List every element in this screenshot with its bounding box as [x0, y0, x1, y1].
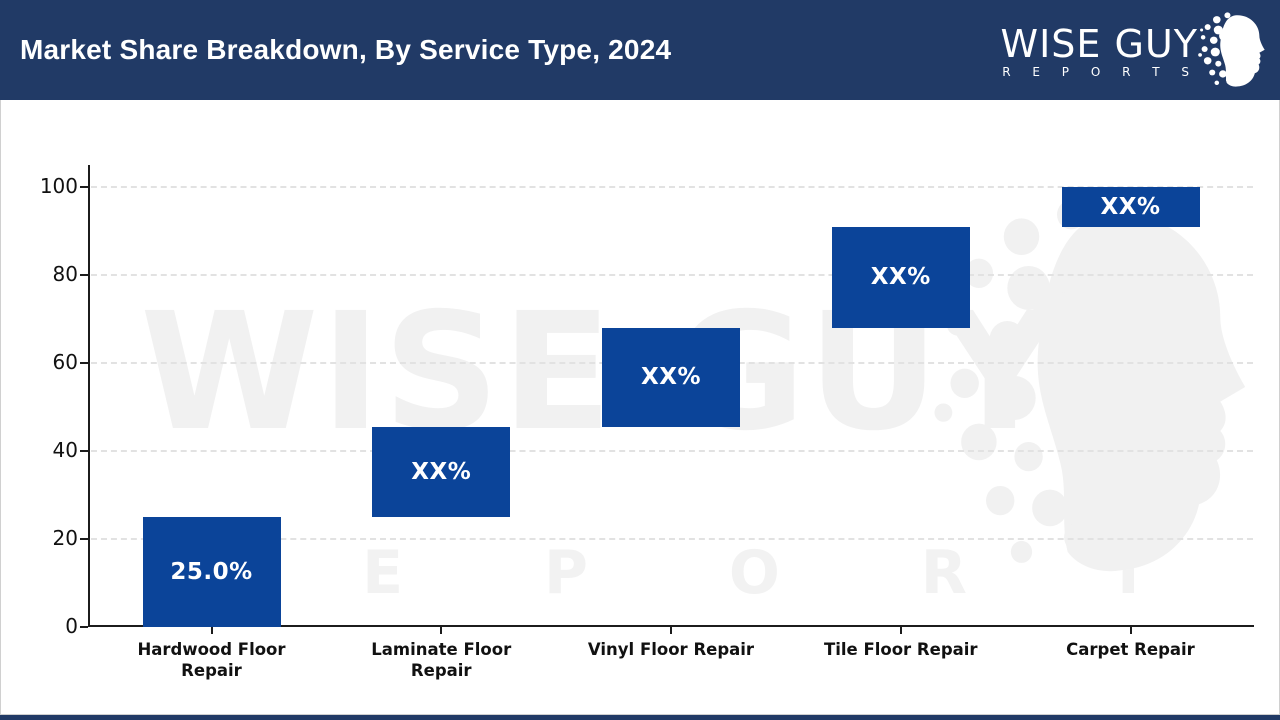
- bar-vinyl-floor-repair: XX%: [602, 327, 740, 427]
- gridline-80: [91, 274, 1253, 276]
- y-axis-line: [88, 165, 90, 627]
- y-tick-mark-20: [80, 538, 88, 540]
- page-title: Market Share Breakdown, By Service Type,…: [20, 34, 672, 65]
- x-tick-mark-carpet-repair: [1129, 627, 1132, 634]
- x-axis-line: [88, 625, 1254, 627]
- gridline-100: [91, 186, 1253, 188]
- x-tick-mark-hardwood-floor-repair: [210, 627, 213, 634]
- logo-subtitle: R E P O R T S: [1002, 65, 1198, 80]
- x-category-label-line: Repair: [410, 660, 472, 680]
- x-category-label-line: Repair: [181, 660, 242, 680]
- bar-value-label-tile-floor-repair: XX%: [870, 264, 931, 291]
- y-tick-mark-60: [80, 362, 88, 364]
- x-category-label-line: Hardwood Floor: [137, 640, 286, 659]
- y-tick-label-100: 100: [39, 174, 78, 198]
- logo-text: WISE GUY R E P O R T S: [1000, 21, 1198, 80]
- x-tick-mark-tile-floor-repair: [899, 627, 902, 634]
- footer-accent-bar: [0, 715, 1280, 720]
- bar-hardwood-floor-repair: 25.0%: [142, 517, 281, 627]
- y-tick-mark-80: [80, 274, 88, 276]
- bar-carpet-repair: XX%: [1061, 187, 1200, 227]
- bar-tile-floor-repair: XX%: [831, 226, 970, 328]
- bar-value-label-laminate-floor-repair: XX%: [411, 458, 472, 485]
- x-category-label-tile-floor-repair: Tile Floor Repair: [786, 640, 1016, 661]
- y-tick-label-0: 0: [65, 614, 78, 638]
- wise-guy-reports-logo: WISE GUY R E P O R T S: [1001, 8, 1270, 96]
- y-tick-label-60: 60: [52, 350, 78, 374]
- x-category-label-hardwood-floor-repair: Hardwood Floor Repair: [97, 640, 327, 682]
- bar-value-label-carpet-repair: XX%: [1100, 193, 1161, 220]
- y-tick-label-20: 20: [52, 526, 78, 550]
- y-tick-mark-40: [80, 450, 88, 452]
- x-category-label-line: Carpet Repair: [1066, 640, 1195, 659]
- x-tick-mark-vinyl-floor-repair: [670, 627, 672, 634]
- gridline-40: [91, 450, 1253, 452]
- logo-name: WISE GUY: [1000, 21, 1198, 66]
- x-category-label-line: Laminate Floor: [371, 640, 512, 659]
- bar-laminate-floor-repair: XX%: [372, 426, 511, 517]
- y-tick-label-40: 40: [52, 438, 78, 462]
- x-category-label-line: Vinyl Floor Repair: [587, 640, 755, 659]
- y-tick-mark-0: [80, 626, 88, 628]
- gridline-20: [91, 538, 1253, 540]
- bar-value-label-vinyl-floor-repair: XX%: [640, 364, 701, 391]
- header-bar: Market Share Breakdown, By Service Type,…: [0, 0, 1280, 100]
- x-category-label-line: Tile Floor Repair: [823, 640, 978, 659]
- dotted-head-icon: [1198, 12, 1265, 87]
- x-category-label-laminate-floor-repair: Laminate Floor Repair: [326, 640, 556, 682]
- x-category-label-carpet-repair: Carpet Repair: [1016, 640, 1246, 661]
- bar-value-label-hardwood-floor-repair: 25.0%: [170, 559, 253, 585]
- x-category-label-vinyl-floor-repair: Vinyl Floor Repair: [556, 640, 786, 661]
- y-tick-label-80: 80: [52, 262, 78, 286]
- y-tick-mark-100: [80, 186, 88, 188]
- x-tick-mark-laminate-floor-repair: [440, 627, 443, 634]
